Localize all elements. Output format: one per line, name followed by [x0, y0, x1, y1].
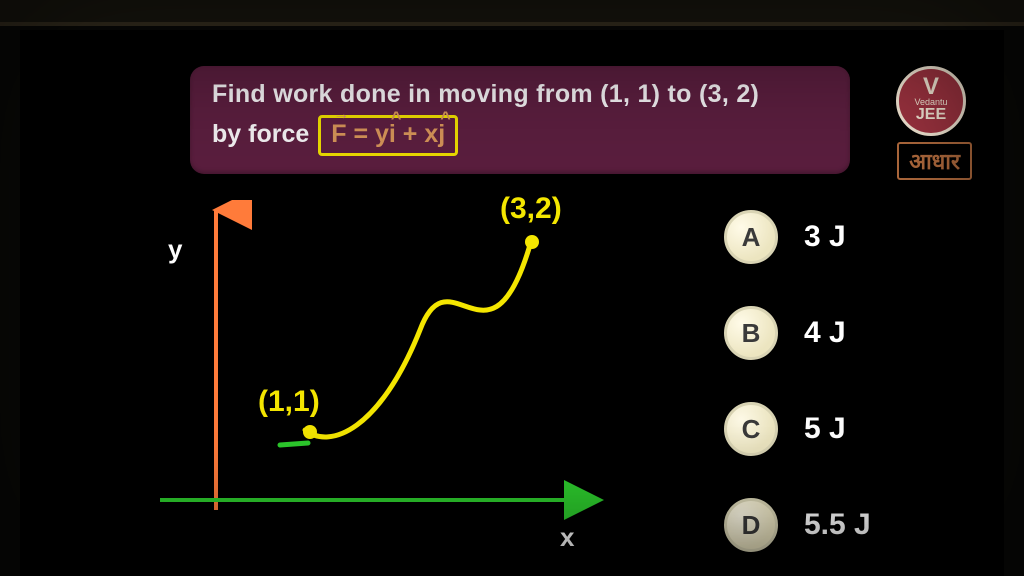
- option-A-circle: A: [724, 210, 778, 264]
- top-strip: [0, 0, 1024, 26]
- option-C-label: 5 J: [804, 412, 846, 446]
- logo-v-letter: V: [923, 79, 939, 96]
- option-D-circle: D: [724, 498, 778, 552]
- start-point-dot: [303, 425, 317, 439]
- question-prefix: by force: [212, 120, 309, 148]
- option-D[interactable]: D 5.5 J: [724, 498, 944, 552]
- option-C-circle: C: [724, 402, 778, 456]
- option-A-label: 3 J: [804, 220, 846, 254]
- vector-F: F: [331, 120, 346, 148]
- question-line-2: by force F = yi + xj: [212, 115, 828, 156]
- option-B-label: 4 J: [804, 316, 846, 350]
- options-column: A 3 J B 4 J C 5 J D 5.5 J: [724, 210, 944, 576]
- j-hat: j: [438, 120, 445, 148]
- option-C[interactable]: C 5 J: [724, 402, 944, 456]
- graph-svg: [130, 200, 630, 570]
- dash-mark: [280, 443, 308, 445]
- option-D-label: 5.5 J: [804, 508, 871, 542]
- end-point-dot: [525, 235, 539, 249]
- question-line-1: Find work done in moving from (1, 1) to …: [212, 80, 828, 109]
- work-path-curve: [305, 245, 530, 437]
- question-banner: Find work done in moving from (1, 1) to …: [190, 66, 850, 174]
- hindi-aadhar-tag: आधार: [897, 142, 972, 180]
- vedantu-jee-logo: V Vedantu JEE: [896, 66, 966, 136]
- slide-area: Find work done in moving from (1, 1) to …: [20, 30, 1004, 576]
- option-B-circle: B: [724, 306, 778, 360]
- logo-sub-jee: JEE: [916, 107, 946, 123]
- force-formula-box: F = yi + xj: [318, 115, 458, 156]
- i-hat: i: [389, 120, 396, 148]
- option-B[interactable]: B 4 J: [724, 306, 944, 360]
- option-A[interactable]: A 3 J: [724, 210, 944, 264]
- graph-diagram: y x (1,1) (3,2): [130, 200, 630, 570]
